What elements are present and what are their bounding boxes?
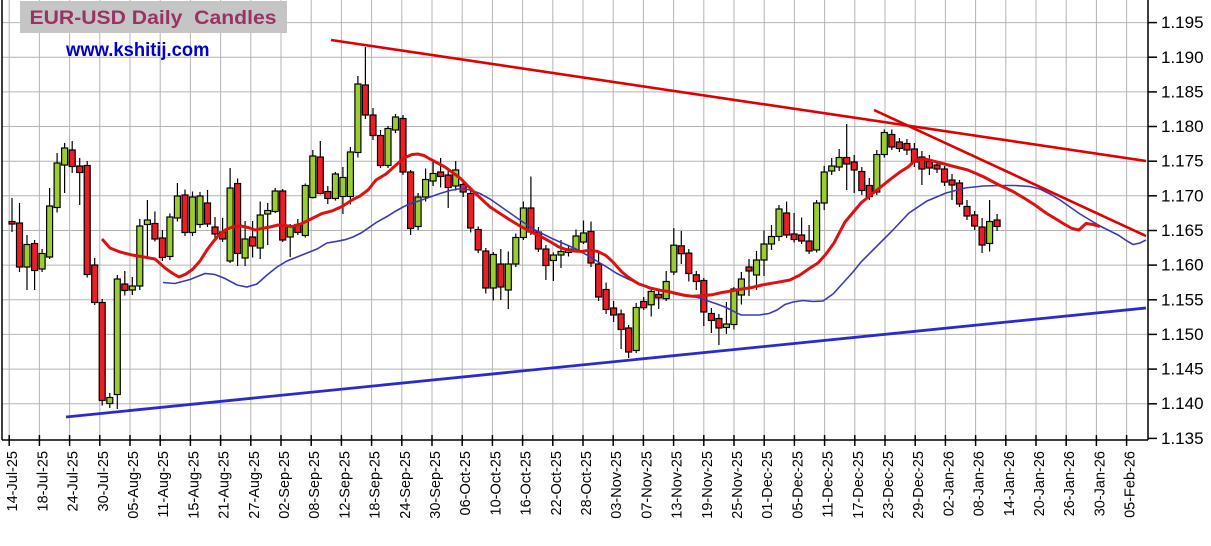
svg-text:27-Aug-25: 27-Aug-25 [247, 451, 263, 519]
svg-text:10-Oct-25: 10-Oct-25 [488, 451, 504, 515]
svg-text:08-Jan-26: 08-Jan-26 [972, 451, 988, 516]
svg-text:19-Nov-25: 19-Nov-25 [700, 451, 716, 519]
svg-text:14-Jul-25: 14-Jul-25 [5, 451, 21, 511]
svg-text:29-Dec-25: 29-Dec-25 [911, 451, 927, 519]
svg-text:01-Dec-25: 01-Dec-25 [760, 451, 776, 519]
svg-text:05-Dec-25: 05-Dec-25 [790, 451, 806, 519]
svg-text:28-Oct-25: 28-Oct-25 [579, 451, 595, 515]
svg-text:02-Sep-25: 02-Sep-25 [277, 451, 293, 519]
svg-text:1.170: 1.170 [1161, 186, 1204, 205]
svg-text:07-Nov-25: 07-Nov-25 [639, 451, 655, 519]
svg-text:06-Oct-25: 06-Oct-25 [458, 451, 474, 515]
svg-text:1.155: 1.155 [1161, 290, 1204, 309]
svg-text:18-Sep-25: 18-Sep-25 [368, 451, 384, 519]
svg-text:25-Nov-25: 25-Nov-25 [730, 451, 746, 519]
svg-text:1.180: 1.180 [1161, 117, 1204, 136]
svg-text:03-Nov-25: 03-Nov-25 [609, 451, 625, 519]
svg-text:12-Sep-25: 12-Sep-25 [337, 451, 353, 519]
svg-text:1.165: 1.165 [1161, 221, 1204, 240]
svg-text:24-Sep-25: 24-Sep-25 [398, 451, 414, 519]
svg-text:1.135: 1.135 [1161, 429, 1204, 448]
svg-text:23-Dec-25: 23-Dec-25 [881, 451, 897, 519]
svg-text:20-Jan-26: 20-Jan-26 [1032, 451, 1048, 516]
svg-text:EUR-USD Daily Candles: EUR-USD Daily Candles [30, 7, 277, 29]
svg-text:17-Dec-25: 17-Dec-25 [851, 451, 867, 519]
svg-text:1.140: 1.140 [1161, 394, 1204, 413]
svg-text:02-Jan-26: 02-Jan-26 [941, 451, 957, 516]
svg-text:14-Jan-26: 14-Jan-26 [1002, 451, 1018, 516]
svg-text:21-Aug-25: 21-Aug-25 [217, 451, 233, 519]
svg-text:30-Jan-26: 30-Jan-26 [1092, 451, 1108, 516]
svg-text:1.175: 1.175 [1161, 152, 1204, 171]
svg-text:24-Jul-25: 24-Jul-25 [66, 451, 82, 511]
svg-text:26-Jan-26: 26-Jan-26 [1062, 451, 1078, 516]
svg-text:08-Sep-25: 08-Sep-25 [307, 451, 323, 519]
svg-text:1.145: 1.145 [1161, 360, 1204, 379]
svg-text:1.160: 1.160 [1161, 256, 1204, 275]
svg-text:1.185: 1.185 [1161, 82, 1204, 101]
svg-text:11-Aug-25: 11-Aug-25 [156, 451, 172, 518]
svg-text:30-Jul-25: 30-Jul-25 [96, 451, 112, 511]
svg-text:1.150: 1.150 [1161, 325, 1204, 344]
svg-text:15-Aug-25: 15-Aug-25 [186, 451, 202, 519]
svg-text:30-Sep-25: 30-Sep-25 [428, 451, 444, 519]
svg-text:1.195: 1.195 [1161, 13, 1204, 32]
svg-text:05-Feb-26: 05-Feb-26 [1123, 451, 1139, 518]
svg-text:16-Oct-25: 16-Oct-25 [519, 451, 535, 515]
svg-text:www.kshitij.com: www.kshitij.com [65, 40, 209, 61]
svg-text:11-Dec-25: 11-Dec-25 [821, 451, 837, 518]
svg-text:05-Aug-25: 05-Aug-25 [126, 451, 142, 519]
svg-text:22-Oct-25: 22-Oct-25 [549, 451, 565, 515]
svg-text:18-Jul-25: 18-Jul-25 [35, 451, 51, 511]
svg-text:13-Nov-25: 13-Nov-25 [670, 451, 686, 519]
svg-text:1.190: 1.190 [1161, 48, 1204, 67]
